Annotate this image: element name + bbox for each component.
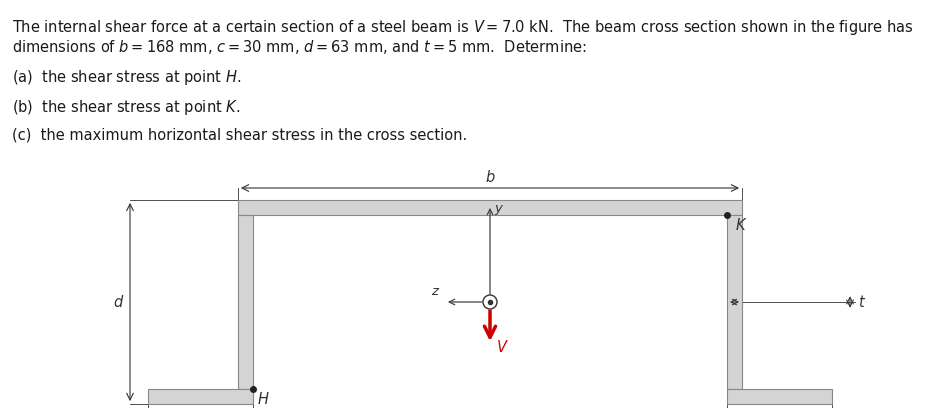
Text: $K$: $K$ — [735, 217, 748, 233]
Text: (a)  the shear stress at point $H$.: (a) the shear stress at point $H$. — [12, 68, 242, 87]
Text: (b)  the shear stress at point $K$.: (b) the shear stress at point $K$. — [12, 98, 241, 117]
Text: $H$: $H$ — [257, 391, 270, 407]
Bar — [727, 215, 742, 389]
Bar — [727, 389, 832, 404]
Bar — [238, 200, 742, 215]
Text: The internal shear force at a certain section of a steel beam is $V = 7.0$ kN.  : The internal shear force at a certain se… — [12, 18, 913, 37]
Bar — [238, 215, 253, 389]
Text: $d$: $d$ — [113, 294, 124, 310]
Text: $V$: $V$ — [496, 339, 509, 355]
Circle shape — [483, 295, 497, 309]
Text: $b$: $b$ — [485, 169, 496, 185]
Text: $y$: $y$ — [494, 203, 504, 217]
Bar — [148, 389, 253, 404]
Text: (c)  the maximum horizontal shear stress in the cross section.: (c) the maximum horizontal shear stress … — [12, 128, 467, 143]
Text: dimensions of $b = 168$ mm, $c = 30$ mm, $d = 63$ mm, and $t = 5$ mm.  Determine: dimensions of $b = 168$ mm, $c = 30$ mm,… — [12, 38, 587, 56]
Text: $t$: $t$ — [858, 294, 866, 310]
Text: $z$: $z$ — [431, 285, 440, 298]
